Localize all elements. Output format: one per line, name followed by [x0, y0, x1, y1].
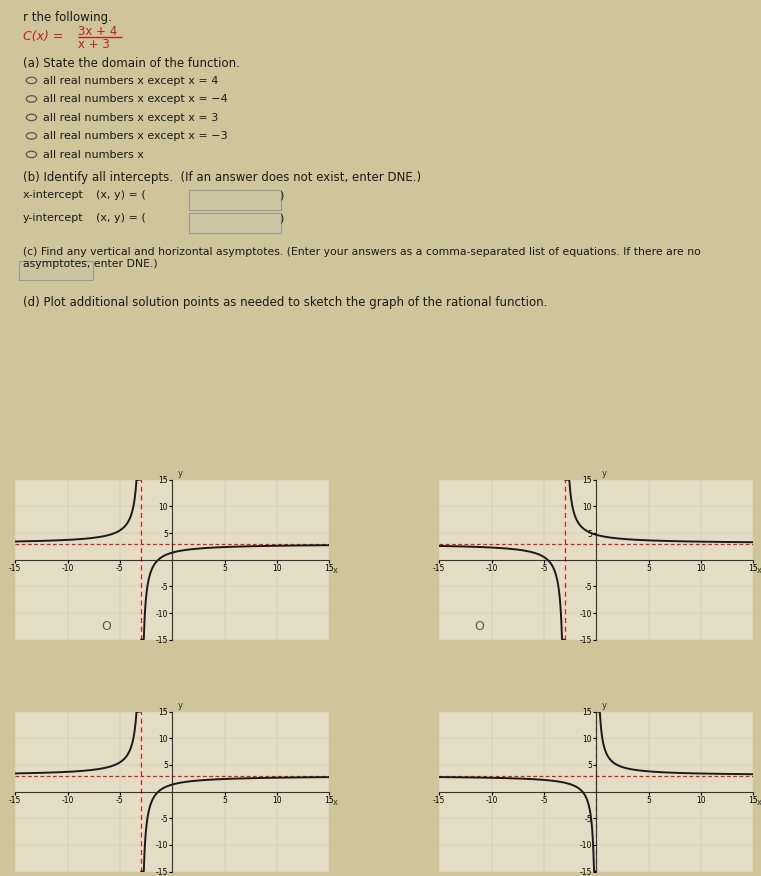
Text: r the following.: r the following. — [23, 11, 111, 24]
Text: ): ) — [279, 213, 284, 223]
FancyBboxPatch shape — [189, 213, 281, 233]
Text: (a) State the domain of the function.: (a) State the domain of the function. — [23, 57, 240, 70]
Text: x-intercept: x-intercept — [23, 190, 84, 200]
FancyBboxPatch shape — [189, 190, 281, 210]
Text: y: y — [601, 701, 607, 710]
Text: (d) Plot additional solution points as needed to sketch the graph of the rationa: (d) Plot additional solution points as n… — [23, 296, 547, 309]
Text: ): ) — [279, 190, 284, 200]
Text: all real numbers x except x = −4: all real numbers x except x = −4 — [43, 95, 228, 104]
Text: 3x + 4: 3x + 4 — [78, 25, 117, 38]
Text: all real numbers x except x = 4: all real numbers x except x = 4 — [43, 76, 218, 86]
Text: (x, y) = (: (x, y) = ( — [97, 213, 146, 223]
Text: y: y — [601, 470, 607, 478]
Text: x: x — [756, 566, 761, 576]
Text: y: y — [177, 470, 183, 478]
Text: O: O — [475, 620, 484, 632]
Text: all real numbers x except x = 3: all real numbers x except x = 3 — [43, 113, 218, 123]
Text: (x, y) = (: (x, y) = ( — [97, 190, 146, 200]
Text: all real numbers x: all real numbers x — [43, 150, 144, 159]
Text: (c) Find any vertical and horizontal asymptotes. (Enter your answers as a comma-: (c) Find any vertical and horizontal asy… — [23, 247, 700, 269]
Text: (b) Identify all intercepts.  (If an answer does not exist, enter DNE.): (b) Identify all intercepts. (If an answ… — [23, 171, 421, 184]
Text: y-intercept: y-intercept — [23, 213, 83, 223]
Text: C(x) =: C(x) = — [23, 30, 63, 43]
Text: O: O — [102, 620, 111, 632]
Text: x: x — [333, 798, 337, 807]
Text: x: x — [756, 798, 761, 807]
Text: x + 3: x + 3 — [78, 39, 110, 52]
FancyBboxPatch shape — [19, 261, 93, 280]
Text: y: y — [177, 701, 183, 710]
Text: x: x — [333, 566, 337, 576]
Text: all real numbers x except x = −3: all real numbers x except x = −3 — [43, 131, 228, 141]
